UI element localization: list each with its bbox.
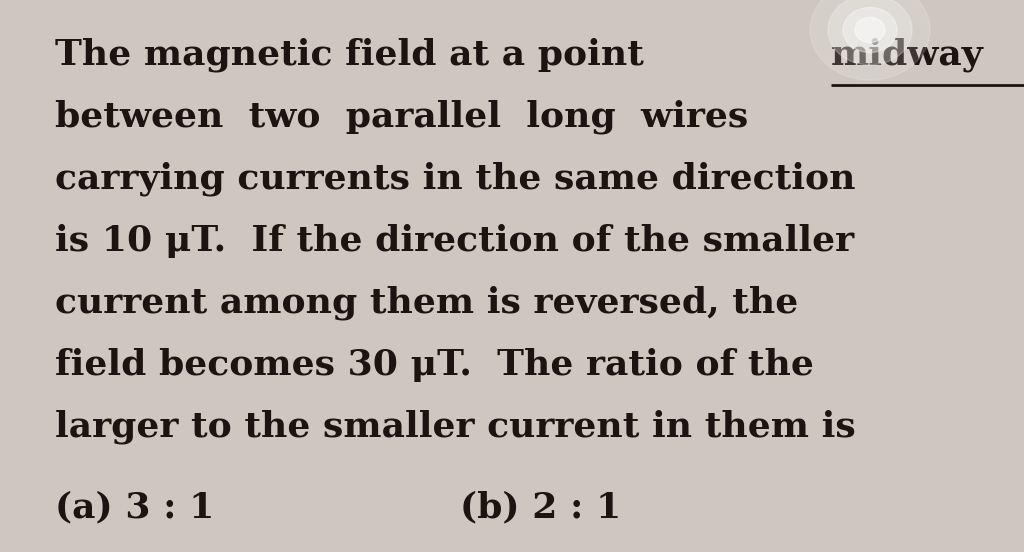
Ellipse shape [843,8,897,52]
Ellipse shape [828,0,912,65]
Text: carrying currents in the same direction: carrying currents in the same direction [55,162,855,197]
Ellipse shape [810,0,930,80]
Text: field becomes 30 μT.  The ratio of the: field becomes 30 μT. The ratio of the [55,348,814,382]
Text: (b) 2 : 1: (b) 2 : 1 [460,490,622,524]
Text: The magnetic field at a point: The magnetic field at a point [55,38,656,72]
Text: current among them is reversed, the: current among them is reversed, the [55,286,799,321]
Ellipse shape [855,18,885,43]
Text: is 10 μT.  If the direction of the smaller: is 10 μT. If the direction of the smalle… [55,224,854,258]
Text: midway: midway [831,38,984,72]
Text: (a) 3 : 1: (a) 3 : 1 [55,490,214,524]
Text: larger to the smaller current in them is: larger to the smaller current in them is [55,410,856,444]
Text: between  two  parallel  long  wires: between two parallel long wires [55,100,749,135]
